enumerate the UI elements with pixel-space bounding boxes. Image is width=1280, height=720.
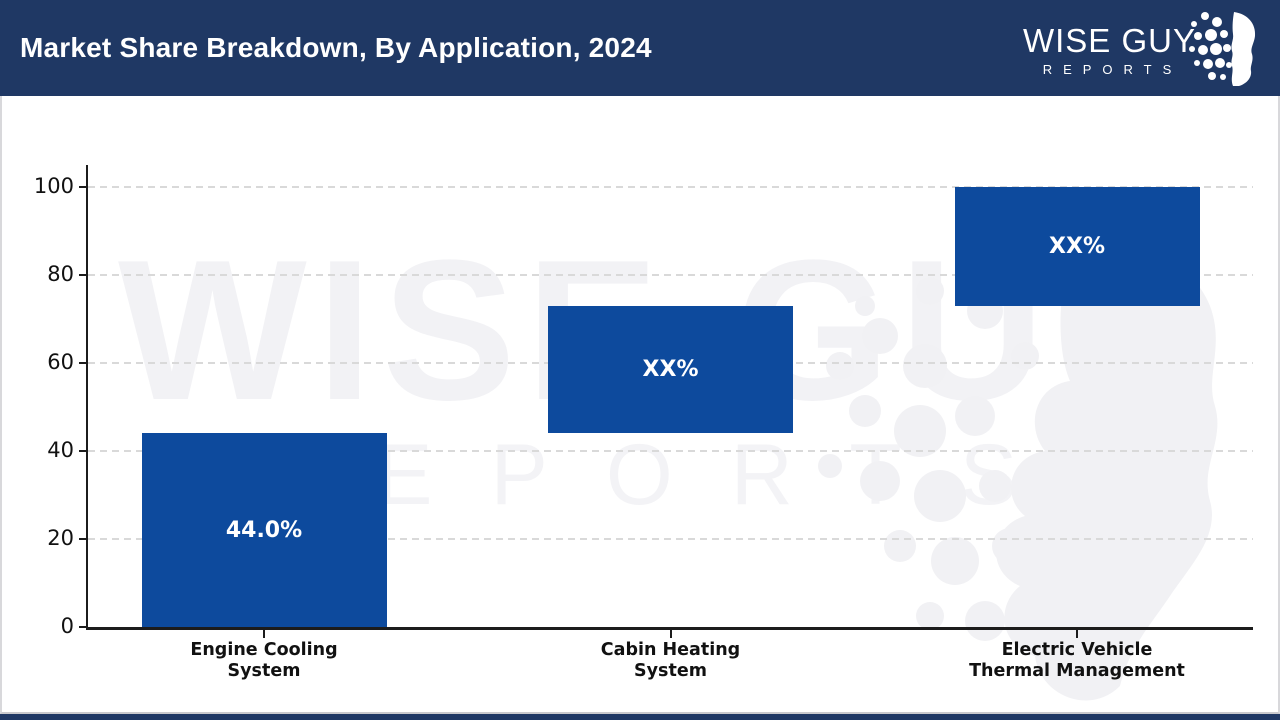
bar-segment-1: 44.0% [141,433,387,627]
footer-bar [0,714,1280,720]
bar-value-label: XX% [642,357,699,383]
brand-logo: WISE GUY REPORTS [1022,8,1262,90]
y-axis-tick-60 [79,362,87,364]
y-axis-tick-label: 40 [47,438,74,462]
header-bar: Market Share Breakdown, By Application, … [0,0,1280,96]
y-axis-tick-label: 80 [47,262,74,286]
x-axis-tick-3 [1076,630,1078,638]
y-axis-tick-0 [79,626,87,628]
y-axis-tick-40 [79,450,87,452]
brand-face-dots-icon [1189,12,1256,86]
y-axis-tick-label: 60 [47,350,74,374]
bar-segment-3: XX% [954,187,1200,306]
category-label-1: Engine Cooling System [94,640,434,682]
category-label-3: Electric Vehicle Thermal Management [907,640,1247,682]
y-axis-tick-100 [79,186,87,188]
category-label-2: Cabin Heating System [501,640,841,682]
y-axis-tick-80 [79,274,87,276]
chart-title: Market Share Breakdown, By Application, … [20,32,652,63]
bar-value-label: 44.0% [225,517,303,543]
gridline-20 [88,538,1253,540]
bar-segment-2: XX% [548,305,793,434]
brand-logo-text: WISE GUY REPORTS [1022,22,1197,77]
gridline-40 [88,450,1253,452]
x-axis-tick-2 [669,630,672,638]
brand-name: WISE GUY [1022,22,1197,59]
category-label-line: System [227,661,301,681]
y-axis-tick-label: 20 [47,526,74,550]
category-label-line: System [634,661,707,681]
x-axis-line [86,627,1253,630]
y-axis-tick-label: 0 [60,614,74,638]
category-label-line: Cabin Heating [600,640,741,660]
y-axis-tick-label: 100 [33,174,74,198]
y-axis-line [86,165,88,630]
category-label-line: Engine Cooling [190,640,338,660]
category-label-line: Thermal Management [969,661,1185,681]
brand-subname: REPORTS [1042,62,1183,77]
y-axis-tick-20 [79,538,87,540]
bar-value-label: XX% [1049,233,1105,259]
x-axis-tick-1 [263,630,265,638]
gridline-80 [88,274,1253,276]
gridline-100 [88,186,1253,188]
category-label-line: Electric Vehicle [1001,640,1153,660]
